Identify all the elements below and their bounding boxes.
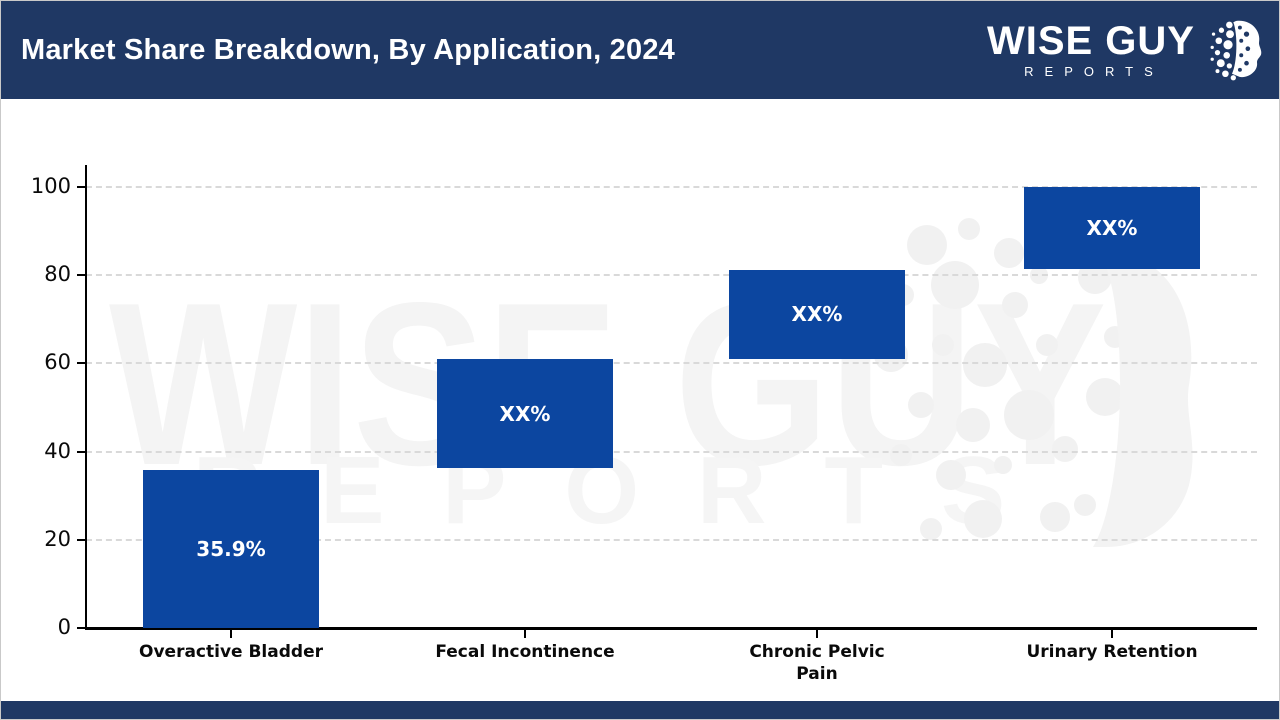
logo-wordmark: WISE GUY	[986, 19, 1195, 63]
bar-value-label: XX%	[1086, 216, 1138, 240]
bar-fecal-incontinence: XX%	[437, 359, 613, 468]
wiseguy-logo: WISE GUY REPORTS	[987, 10, 1265, 90]
gridline-80	[86, 274, 1257, 277]
xtick-fecal-incontinence	[524, 630, 526, 638]
ytick-label-60: 60	[44, 350, 71, 375]
ytick-label-80: 80	[44, 262, 71, 287]
logo-text: WISE GUY REPORTS	[987, 21, 1195, 79]
gridline-20	[86, 538, 1257, 541]
bar-value-label: 35.9%	[196, 536, 266, 561]
header-bar: Market Share Breakdown, By Application, …	[1, 1, 1279, 99]
logo-head-icon	[1210, 20, 1262, 81]
ytick-40	[77, 450, 86, 453]
gridline-40	[86, 450, 1257, 453]
ytick-label-0: 0	[57, 615, 71, 639]
ytick-label-20: 20	[44, 526, 71, 551]
gridline-100	[86, 186, 1257, 188]
y-axis	[85, 165, 87, 630]
xtick-urinary-retention	[1111, 630, 1113, 638]
category-label-fecal-incontinence: Fecal Incontinence	[435, 642, 615, 662]
ytick-80	[77, 274, 86, 277]
ytick-60	[77, 362, 86, 365]
bar-value-label: XX%	[499, 401, 551, 426]
xtick-overactive-bladder	[230, 630, 232, 638]
ytick-label-100: 100	[30, 174, 71, 198]
ytick-label-40: 40	[44, 438, 71, 463]
ytick-100	[77, 186, 86, 188]
bar-overactive-bladder: 35.9%	[143, 469, 319, 628]
bar-urinary-retention: XX%	[1024, 187, 1200, 270]
chart-title: Market Share Breakdown, By Application, …	[21, 33, 675, 66]
ytick-0	[77, 627, 86, 629]
gridline-60	[86, 362, 1257, 365]
category-label-overactive-bladder: Overactive Bladder	[139, 642, 323, 662]
ytick-20	[77, 538, 86, 541]
category-label-urinary-retention: Urinary Retention	[1026, 642, 1198, 662]
footer-bar	[1, 701, 1279, 719]
logo-subtitle: REPORTS	[1024, 64, 1164, 79]
x-axis	[85, 627, 1257, 630]
xtick-chronic-pelvic-pain	[816, 630, 818, 638]
category-label-chronic-pelvic-pain: Chronic Pelvic Pain	[749, 642, 885, 685]
bar-chronic-pelvic-pain: XX%	[729, 269, 905, 359]
bar-value-label: XX%	[791, 302, 843, 327]
